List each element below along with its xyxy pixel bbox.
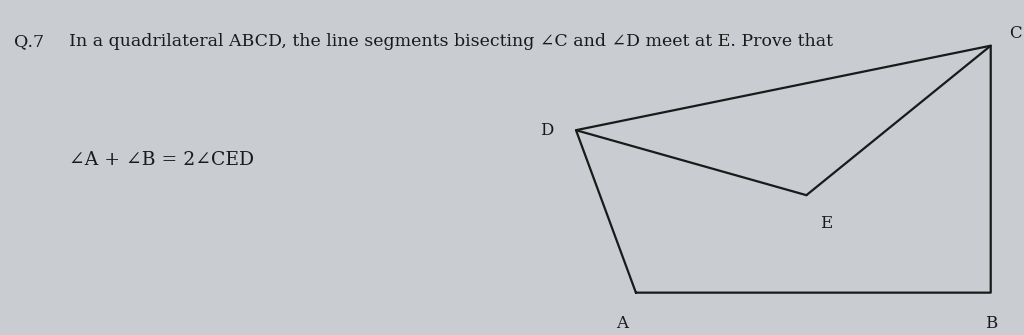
Text: C: C (1010, 25, 1022, 43)
Text: ∠A + ∠B = 2∠CED: ∠A + ∠B = 2∠CED (69, 151, 254, 169)
Text: E: E (820, 215, 833, 232)
Text: In a quadrilateral ABCD, the line segments bisecting ∠C and ∠D meet at E. Prove : In a quadrilateral ABCD, the line segmen… (69, 34, 833, 51)
Text: D: D (540, 122, 553, 139)
Text: Q.7: Q.7 (14, 34, 44, 51)
Text: A: A (616, 316, 628, 332)
Text: B: B (985, 316, 996, 332)
